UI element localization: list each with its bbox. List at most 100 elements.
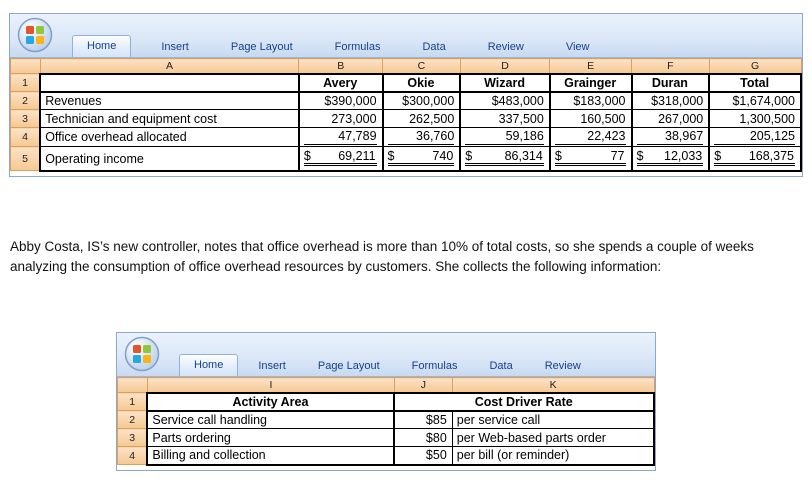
- row-header-3[interactable]: 3: [10, 109, 41, 128]
- cell-c3[interactable]: 262,500: [381, 109, 461, 128]
- ribbon-tab-review[interactable]: Review: [544, 360, 581, 372]
- row-header-2[interactable]: 2: [117, 410, 148, 429]
- cell-i3[interactable]: Parts ordering: [146, 428, 395, 447]
- cell-b4[interactable]: 47,789: [297, 127, 384, 147]
- double-underlined-value: $86,314: [465, 149, 544, 166]
- office-button[interactable]: [17, 17, 53, 53]
- cell-k2[interactable]: per service call: [451, 410, 655, 429]
- cell-g2[interactable]: $1,674,000: [708, 91, 802, 110]
- table-row: 2 Service call handling $85 per service …: [117, 410, 655, 429]
- ribbon-tab-page-layout[interactable]: Page Layout: [317, 360, 380, 372]
- column-header-e[interactable]: E: [549, 58, 632, 74]
- cell-c5[interactable]: $740: [381, 146, 461, 172]
- cell-i4[interactable]: Billing and collection: [146, 446, 395, 466]
- ribbon-tab-home[interactable]: Home: [72, 35, 132, 57]
- row-header-3[interactable]: 3: [117, 428, 148, 447]
- cell-j1-k1[interactable]: Cost Driver Rate: [393, 391, 655, 412]
- column-header-row: A B C D E F G: [10, 58, 802, 74]
- ribbon-tab-home[interactable]: Home: [179, 354, 239, 376]
- table-row: 4 Billing and collection $50 per bill (o…: [117, 446, 655, 466]
- excel-screenshot-customer-income: Home Insert Page Layout Formulas Data Re…: [9, 13, 803, 177]
- cell-g3[interactable]: 1,300,500: [708, 109, 802, 128]
- cell-a5[interactable]: Operating income: [39, 146, 300, 172]
- cell-c2[interactable]: $300,000: [381, 91, 461, 110]
- ribbon: Home Insert Page Layout Formulas Data Re…: [10, 14, 802, 58]
- cell-e1[interactable]: Grainger: [548, 72, 632, 93]
- row-header-4[interactable]: 4: [10, 127, 41, 147]
- ribbon-tab-review[interactable]: Review: [487, 41, 524, 53]
- cell-b1[interactable]: Avery: [297, 72, 384, 93]
- office-button[interactable]: [124, 336, 160, 372]
- cell-f4[interactable]: 38,967: [630, 127, 710, 147]
- cell-g1[interactable]: Total: [708, 72, 802, 93]
- column-header-k[interactable]: K: [451, 377, 655, 393]
- double-underlined-value: $168,375: [714, 149, 795, 166]
- row-header-4[interactable]: 4: [117, 446, 148, 465]
- cell-f1[interactable]: Duran: [630, 72, 710, 93]
- cell-d4[interactable]: 59,186: [459, 127, 551, 147]
- cell-e5[interactable]: $77: [548, 146, 632, 172]
- cell-a1[interactable]: [39, 72, 300, 93]
- cell-b5[interactable]: $69,211: [297, 146, 384, 172]
- ribbon-tab-insert[interactable]: Insert: [161, 41, 189, 53]
- row-header-1[interactable]: 1: [117, 392, 148, 411]
- cell-e4[interactable]: 22,423: [548, 127, 632, 147]
- double-underlined-value: $77: [554, 149, 626, 166]
- cell-g5[interactable]: $168,375: [708, 146, 802, 172]
- cell-g4[interactable]: 205,125: [708, 127, 802, 147]
- ribbon-tab-formulas[interactable]: Formulas: [334, 41, 381, 53]
- cell-d2[interactable]: $483,000: [459, 91, 551, 110]
- cell-k3[interactable]: per Web-based parts order: [451, 428, 655, 447]
- cell-b2[interactable]: $390,000: [297, 91, 384, 110]
- cell-e3[interactable]: 160,500: [548, 109, 632, 128]
- column-header-d[interactable]: D: [459, 58, 551, 74]
- ribbon-tabs: Home Insert Page Layout Formulas Data Re…: [179, 354, 601, 376]
- cell-j2[interactable]: $85: [393, 410, 453, 429]
- column-header-g[interactable]: G: [708, 58, 802, 74]
- select-all-corner[interactable]: [117, 377, 148, 393]
- ribbon-tab-insert[interactable]: Insert: [258, 360, 286, 372]
- row-header-1[interactable]: 1: [10, 73, 41, 92]
- table-row: 3 Technician and equipment cost 273,000 …: [10, 109, 802, 128]
- column-header-c[interactable]: C: [382, 58, 461, 74]
- select-all-corner[interactable]: [10, 58, 41, 74]
- cell-j3[interactable]: $80: [393, 428, 453, 447]
- table-row: 2 Revenues $390,000 $300,000 $483,000 $1…: [10, 91, 802, 110]
- double-underlined-value: $740: [387, 149, 455, 166]
- cell-d5[interactable]: $86,314: [459, 146, 551, 172]
- cell-d3[interactable]: 337,500: [459, 109, 551, 128]
- cell-k4[interactable]: per bill (or reminder): [451, 446, 655, 466]
- cell-a4[interactable]: Office overhead allocated: [39, 127, 300, 147]
- cell-b3[interactable]: 273,000: [297, 109, 384, 128]
- column-header-f[interactable]: F: [631, 58, 710, 74]
- cell-i1[interactable]: Activity Area: [146, 391, 395, 412]
- ribbon-tab-data[interactable]: Data: [422, 41, 446, 53]
- underlined-value: 22,423: [554, 129, 626, 145]
- ribbon-tab-page-layout[interactable]: Page Layout: [230, 41, 293, 53]
- ribbon-tab-formulas[interactable]: Formulas: [411, 360, 458, 372]
- row-header-5[interactable]: 5: [10, 146, 41, 171]
- column-header-b[interactable]: B: [298, 58, 384, 74]
- spreadsheet-customer-income: A B C D E F G 1 Avery Okie Wizard Graing…: [10, 58, 802, 172]
- cell-f2[interactable]: $318,000: [630, 91, 710, 110]
- cell-c4[interactable]: 36,760: [381, 127, 461, 147]
- ribbon-tab-data[interactable]: Data: [489, 360, 513, 372]
- cell-j4[interactable]: $50: [393, 446, 453, 466]
- table-row: 4 Office overhead allocated 47,789 36,76…: [10, 127, 802, 147]
- cell-d1[interactable]: Wizard: [459, 72, 551, 93]
- cell-e2[interactable]: $183,000: [548, 91, 632, 110]
- cell-a3[interactable]: Technician and equipment cost: [39, 109, 300, 128]
- column-header-row: I J K: [117, 377, 655, 393]
- row-header-2[interactable]: 2: [10, 91, 41, 110]
- cell-a2[interactable]: Revenues: [39, 91, 300, 110]
- cell-f5[interactable]: $12,033: [630, 146, 710, 172]
- underlined-value: 205,125: [714, 129, 795, 145]
- column-header-a[interactable]: A: [39, 58, 300, 74]
- cell-c1[interactable]: Okie: [381, 72, 461, 93]
- ribbon-tab-view[interactable]: View: [565, 41, 590, 53]
- column-header-j[interactable]: J: [393, 377, 453, 393]
- underlined-value: 47,789: [303, 129, 377, 145]
- cell-i2[interactable]: Service call handling: [146, 410, 395, 429]
- cell-f3[interactable]: 267,000: [630, 109, 710, 128]
- column-header-i[interactable]: I: [146, 377, 395, 393]
